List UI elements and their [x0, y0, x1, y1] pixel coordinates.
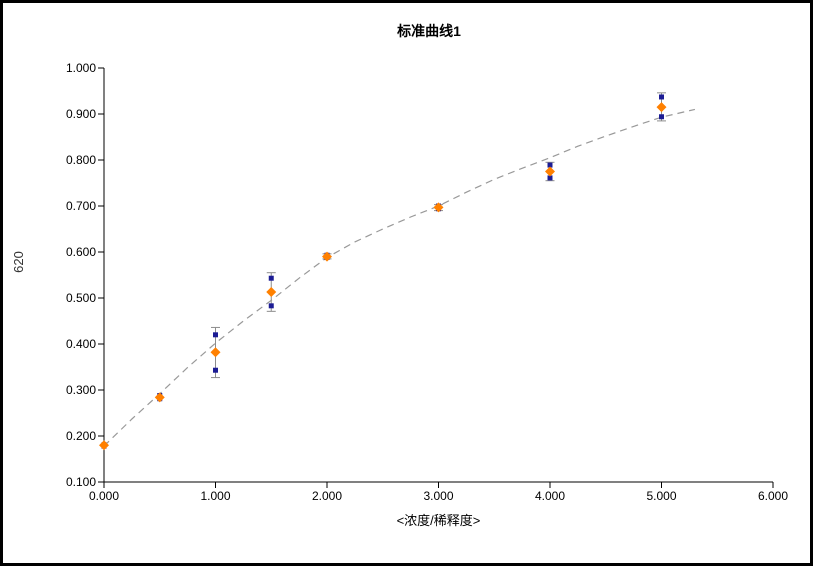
x-tick-label: 5.000	[646, 489, 676, 503]
axes	[103, 68, 773, 483]
y-tick-label: 0.800	[66, 153, 96, 167]
y-tick-label: 0.200	[66, 429, 96, 443]
x-tick-label: 4.000	[535, 489, 565, 503]
replicate-marker	[659, 114, 664, 120]
mean-marker	[656, 102, 667, 113]
y-tick-label: 0.500	[66, 291, 96, 305]
replicate-marker	[547, 175, 553, 181]
mean-marker	[154, 392, 165, 403]
x-tick-label: 3.000	[423, 489, 453, 503]
y-axis-label: 620	[11, 251, 26, 273]
replicate-marker	[659, 94, 664, 100]
mean-marker	[545, 166, 555, 177]
replicate-marker	[213, 332, 218, 338]
x-tick-label: 1.000	[200, 489, 230, 503]
mean-marker	[433, 202, 444, 213]
mean-marker	[99, 440, 109, 451]
y-tick-label: 0.600	[66, 245, 96, 259]
y-tick-label: 1.000	[66, 61, 96, 75]
mean-marker	[266, 287, 277, 298]
chart-title: 标准曲线1	[397, 23, 461, 39]
y-tick-label: 0.700	[66, 199, 96, 213]
replicate-marker	[268, 303, 274, 309]
y-tick-label: 0.100	[66, 475, 96, 489]
y-tick-label: 0.400	[66, 337, 96, 351]
replicate-marker	[547, 162, 553, 168]
y-tick-label: 0.900	[66, 107, 96, 121]
mean-marker	[210, 347, 221, 358]
y-tick-label: 0.300	[66, 383, 96, 397]
x-tick-label: 0.000	[89, 489, 119, 503]
fit-curve	[103, 108, 696, 447]
x-tick-label: 6.000	[758, 489, 788, 503]
x-tick-label: 2.000	[312, 489, 342, 503]
mean-marker	[322, 251, 332, 262]
replicate-marker	[213, 367, 218, 373]
x-axis-label: <浓度/稀释度>	[396, 513, 481, 528]
standard-curve-plot: 1.000 0.900 0.800 0.700 0.600 0.500 0.400 0.300…	[66, 61, 788, 503]
replicate-marker	[268, 275, 274, 281]
